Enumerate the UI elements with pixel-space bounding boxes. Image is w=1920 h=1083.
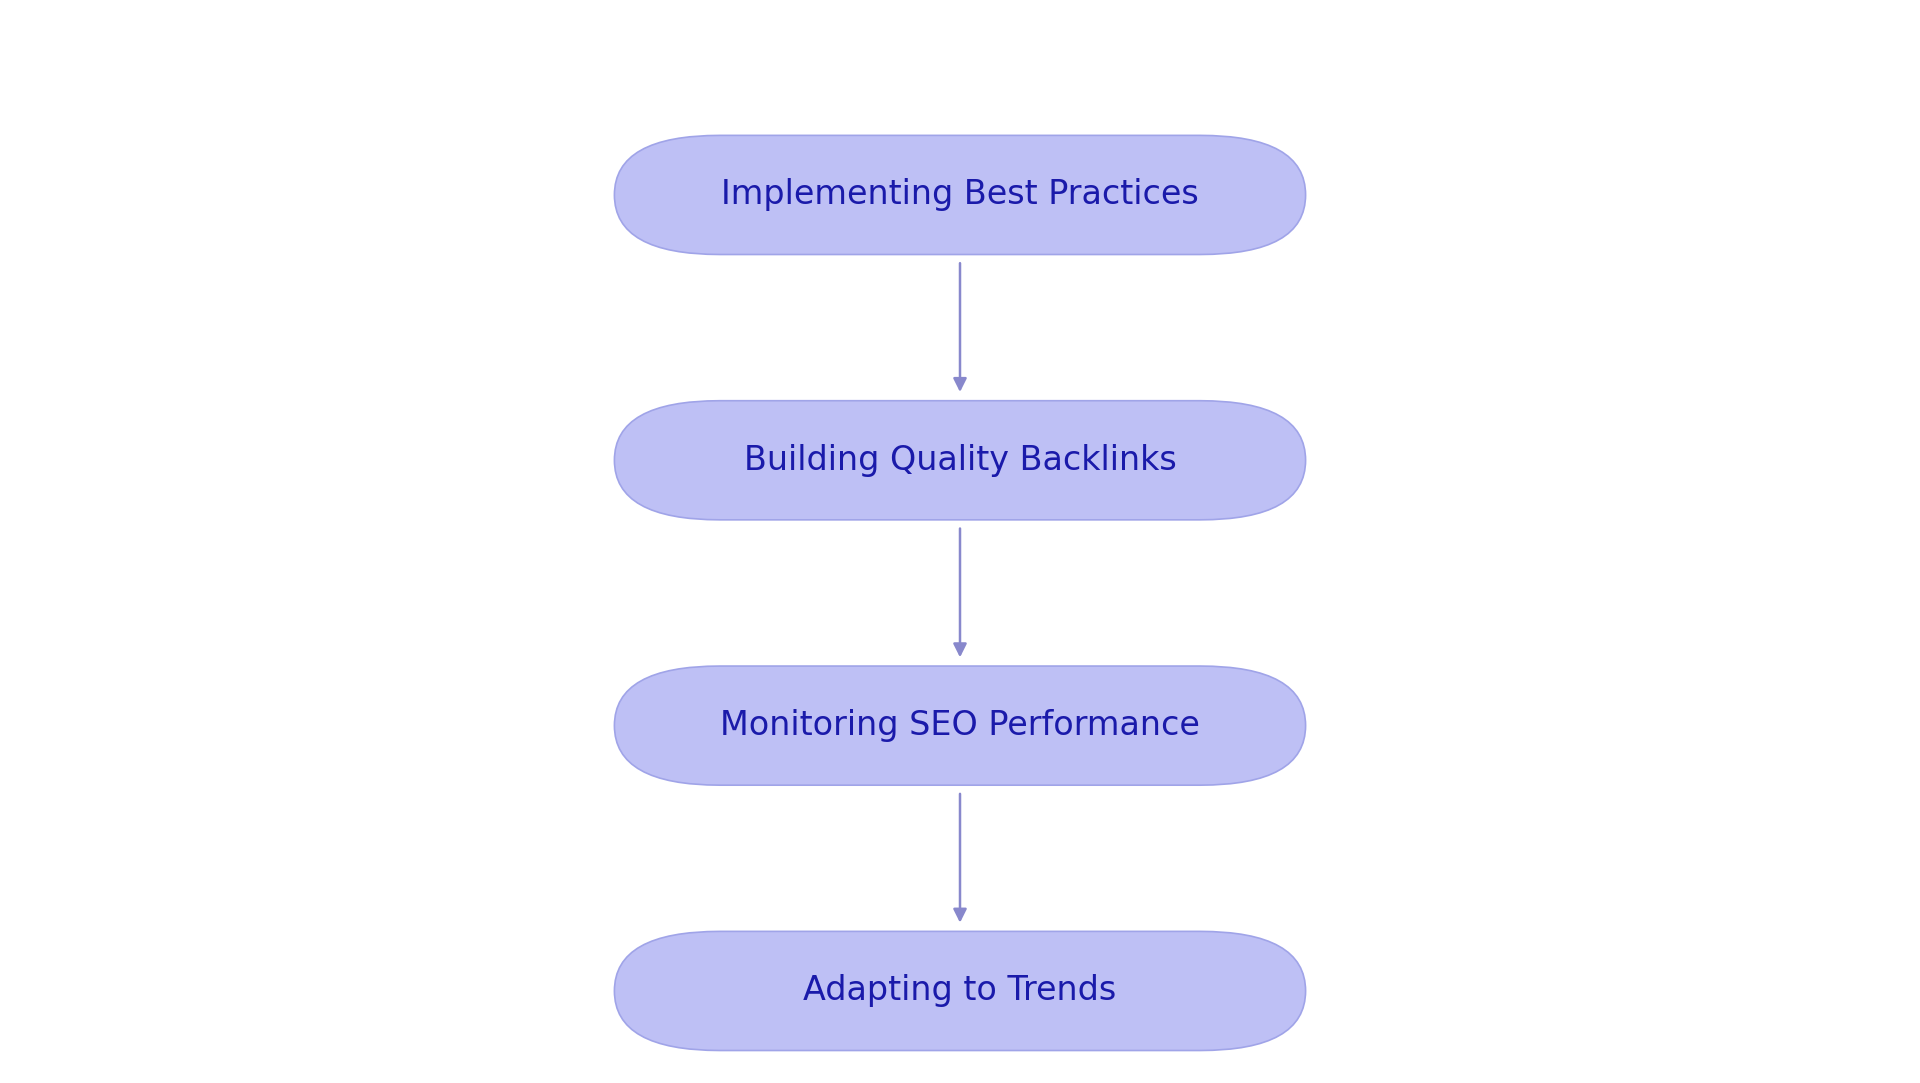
Text: Adapting to Trends: Adapting to Trends [803,975,1117,1007]
FancyBboxPatch shape [614,401,1306,520]
Text: Building Quality Backlinks: Building Quality Backlinks [743,444,1177,477]
Text: Monitoring SEO Performance: Monitoring SEO Performance [720,709,1200,742]
Text: Implementing Best Practices: Implementing Best Practices [722,179,1198,211]
FancyBboxPatch shape [614,931,1306,1051]
FancyBboxPatch shape [614,666,1306,785]
FancyBboxPatch shape [614,135,1306,255]
